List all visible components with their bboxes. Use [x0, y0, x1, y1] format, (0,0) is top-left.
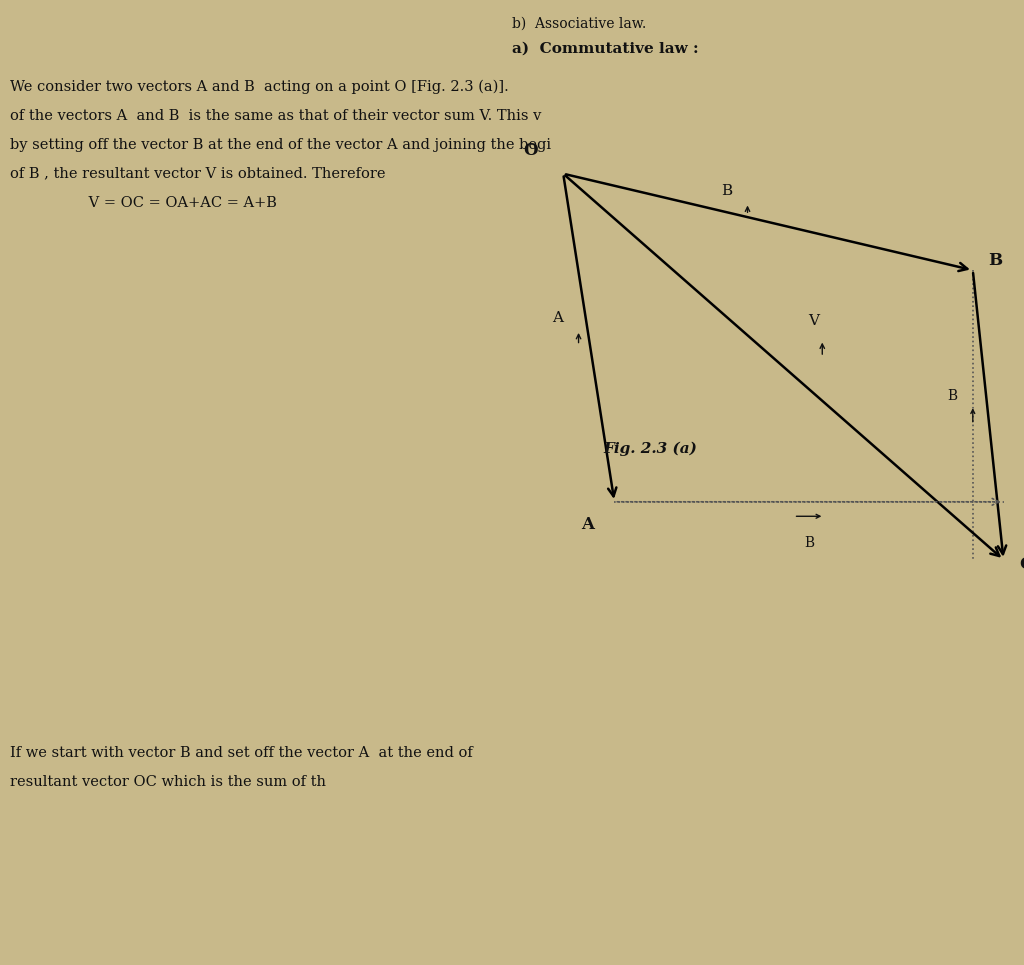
- Text: C: C: [1019, 556, 1024, 573]
- Text: B: B: [722, 183, 732, 198]
- Text: V = OC = OA+AC = A+B: V = OC = OA+AC = A+B: [10, 196, 278, 209]
- Text: resultant vector OC which is the sum of th: resultant vector OC which is the sum of …: [10, 775, 327, 788]
- Text: We consider two vectors A and B  acting on a point O [Fig. 2.3 (a)].: We consider two vectors A and B acting o…: [10, 80, 509, 94]
- Text: V: V: [809, 314, 819, 328]
- Text: b)  Associative law.: b) Associative law.: [512, 17, 646, 31]
- Text: A: A: [581, 516, 594, 534]
- Text: Fig. 2.3 (a): Fig. 2.3 (a): [603, 442, 697, 455]
- Text: B: B: [988, 252, 1002, 269]
- Text: O: O: [523, 142, 538, 159]
- Text: B: B: [947, 389, 957, 402]
- Text: by setting off the vector B at the end of the vector A and joining the begi: by setting off the vector B at the end o…: [10, 138, 551, 152]
- Text: A: A: [552, 312, 563, 325]
- Text: B: B: [804, 536, 814, 550]
- Text: of B , the resultant vector V is obtained. Therefore: of B , the resultant vector V is obtaine…: [10, 167, 386, 180]
- Text: a)  Commutative law :: a) Commutative law :: [512, 41, 698, 55]
- Text: of the vectors A  and B  is the same as that of their vector sum V. This v: of the vectors A and B is the same as th…: [10, 109, 542, 123]
- Text: If we start with vector B and set off the vector A  at the end of: If we start with vector B and set off th…: [10, 746, 473, 759]
